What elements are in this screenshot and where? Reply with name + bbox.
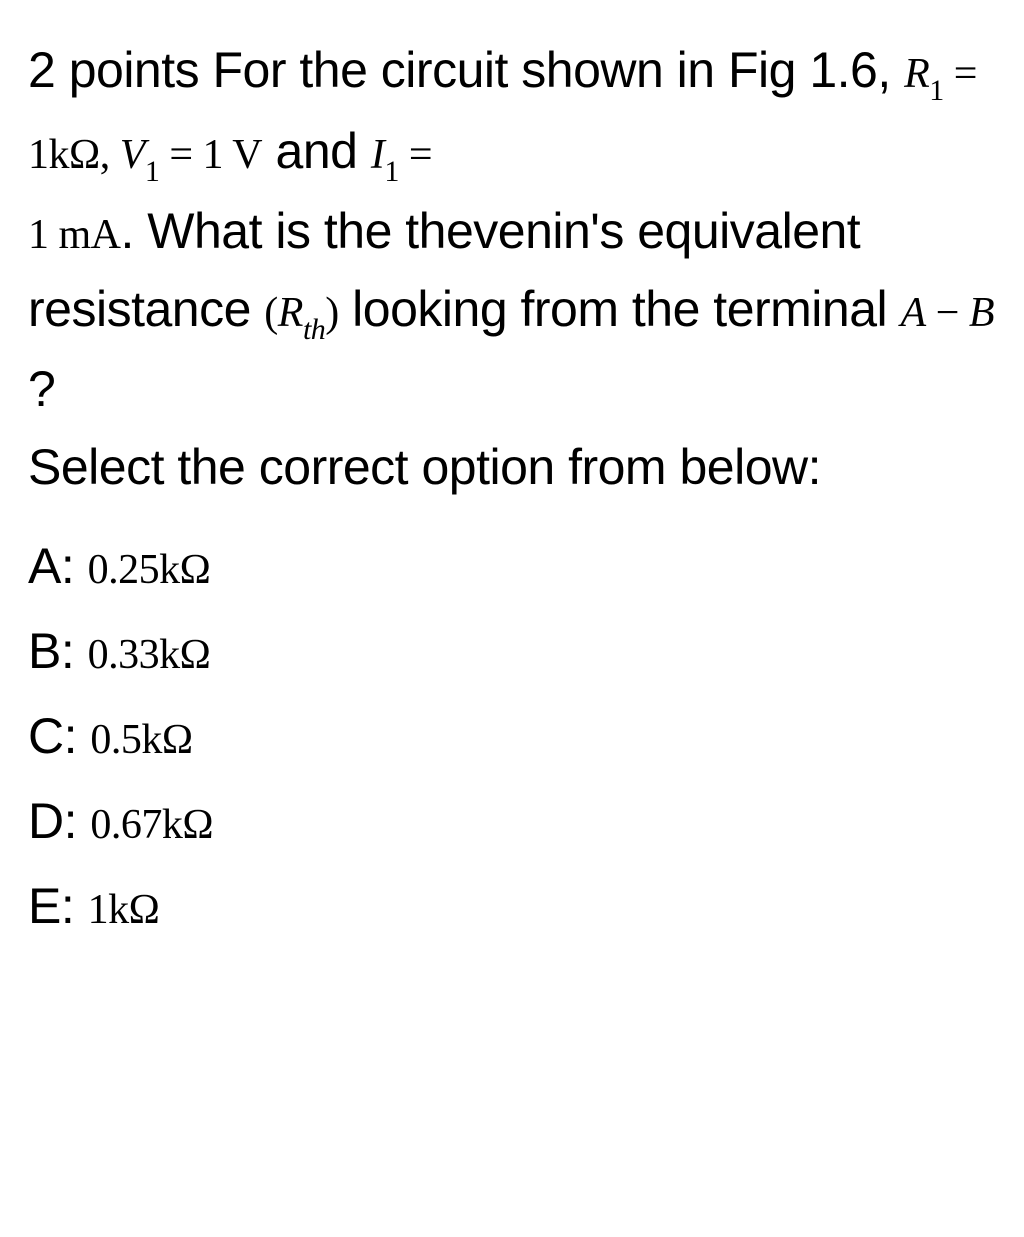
- option-a[interactable]: A: 0.25kΩ: [28, 524, 996, 609]
- option-a-label: A:: [28, 538, 88, 594]
- question-block: 2 points For the circuit shown in Fig 1.…: [28, 32, 996, 506]
- option-a-value: 0.25kΩ: [88, 547, 211, 593]
- v1-variable: V: [120, 132, 145, 178]
- rth-variable: R: [278, 290, 303, 336]
- option-b-label: B:: [28, 623, 88, 679]
- i1-subscript: 1: [384, 155, 399, 188]
- terminal-a: A: [901, 290, 926, 336]
- minus-sign: −: [926, 290, 969, 336]
- r1-variable: R: [904, 51, 929, 97]
- question-mark: ?: [28, 361, 55, 417]
- select-prompt: Select the correct option from below:: [28, 439, 821, 495]
- options-list: A: 0.25kΩ B: 0.33kΩ C: 0.5kΩ D: 0.67kΩ E…: [28, 524, 996, 949]
- r1-subscript: 1: [929, 74, 944, 107]
- looking-text: looking from the terminal: [339, 281, 901, 337]
- rth-open-paren: (: [264, 290, 278, 336]
- terminal-b: B: [969, 290, 994, 336]
- option-d[interactable]: D: 0.67kΩ: [28, 779, 996, 864]
- i1-value: 1 mA: [28, 212, 121, 258]
- option-c-value: 0.5kΩ: [90, 717, 192, 763]
- option-e[interactable]: E: 1kΩ: [28, 864, 996, 949]
- v1-value: = 1 V: [159, 132, 262, 178]
- option-e-label: E:: [28, 878, 88, 934]
- option-d-label: D:: [28, 793, 90, 849]
- and-text: and: [262, 123, 371, 179]
- option-c[interactable]: C: 0.5kΩ: [28, 694, 996, 779]
- option-b-value: 0.33kΩ: [88, 632, 211, 678]
- rth-subscript: th: [303, 313, 325, 346]
- i1-variable: I: [371, 132, 385, 178]
- v1-subscript: 1: [145, 155, 160, 188]
- question-prefix: 2 points For the circuit shown in Fig 1.…: [28, 42, 904, 98]
- option-b[interactable]: B: 0.33kΩ: [28, 609, 996, 694]
- option-c-label: C:: [28, 708, 90, 764]
- i1-equals: =: [399, 132, 432, 178]
- option-d-value: 0.67kΩ: [90, 802, 213, 848]
- rth-close-paren: ): [325, 290, 339, 336]
- option-e-value: 1kΩ: [88, 887, 160, 933]
